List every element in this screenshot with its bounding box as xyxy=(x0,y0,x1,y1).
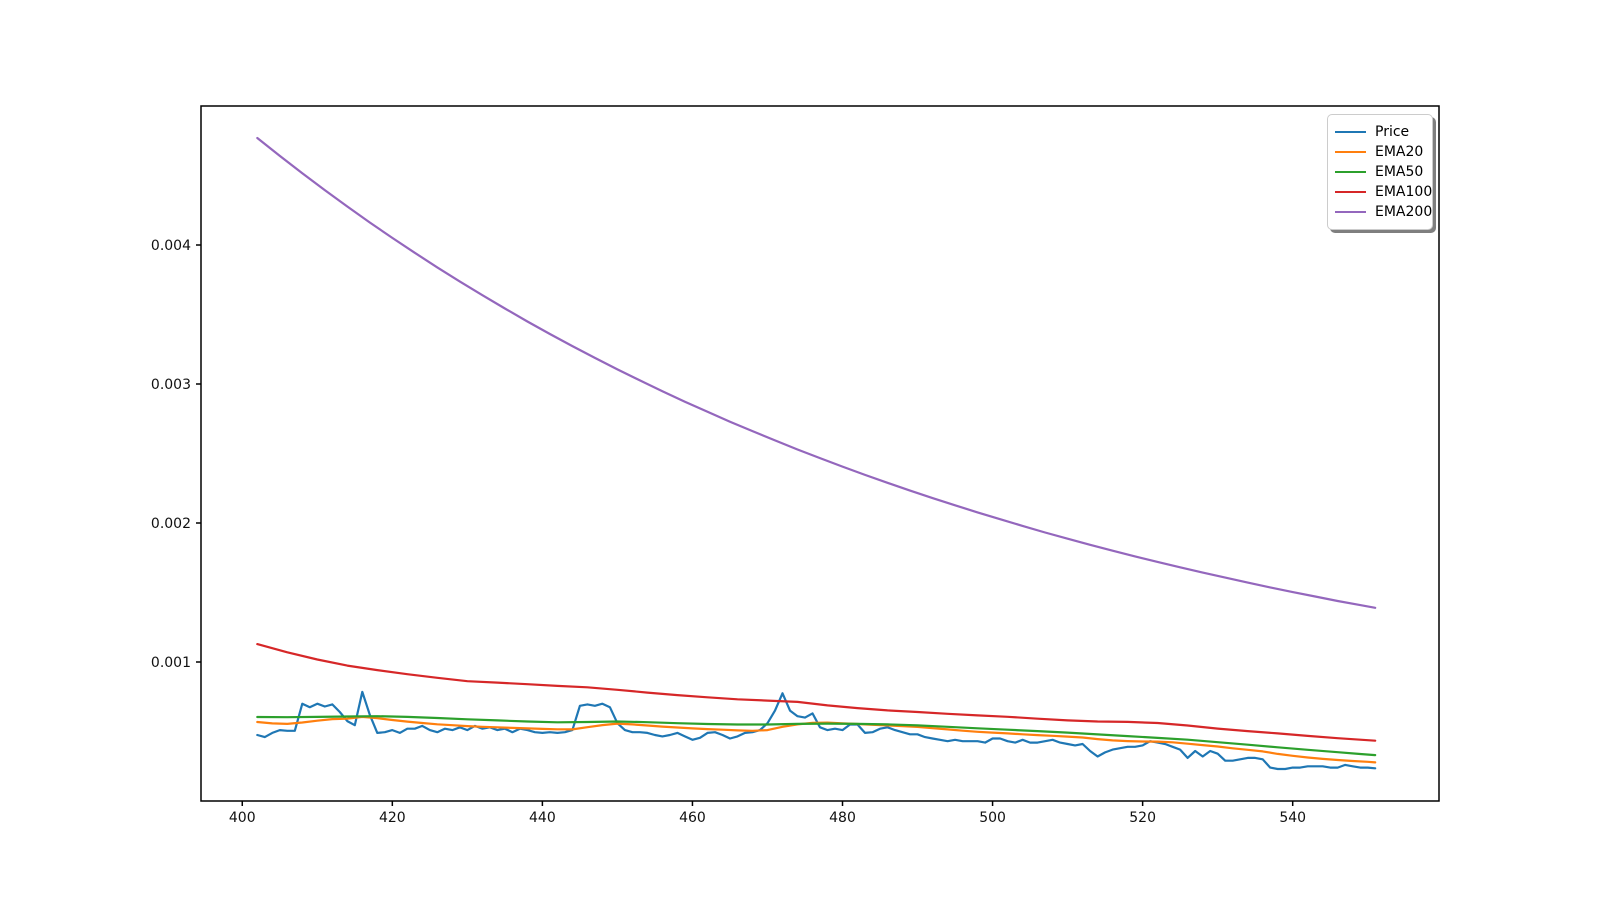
series-line-ema100 xyxy=(256,643,1377,742)
x-tick-label: 440 xyxy=(529,810,556,826)
series-line-price xyxy=(256,690,1377,771)
legend-entry: Price xyxy=(1335,122,1424,142)
x-tick-label: 460 xyxy=(679,810,706,826)
legend-line-sample xyxy=(1335,171,1366,173)
legend-entry: EMA100 xyxy=(1335,182,1432,202)
series-lines xyxy=(256,136,1377,771)
x-tick-label: 480 xyxy=(829,810,856,826)
y-tick-label: 0.001 xyxy=(151,655,191,671)
x-axis-ticks: 400 420 440 460 480 500 520 540 xyxy=(229,801,1306,826)
legend-entry: EMA50 xyxy=(1335,162,1424,182)
legend-label: EMA100 xyxy=(1375,184,1433,200)
legend-line-sample xyxy=(1335,191,1366,193)
y-tick-label: 0.003 xyxy=(151,377,191,393)
legend-label: EMA20 xyxy=(1375,144,1424,160)
legend-label: Price xyxy=(1375,124,1410,140)
legend-label: EMA200 xyxy=(1375,204,1433,220)
axes-frame xyxy=(200,105,1440,802)
series-line-ema200 xyxy=(256,136,1377,609)
y-tick-label: 0.002 xyxy=(151,516,191,532)
series-line-ema50 xyxy=(256,715,1377,757)
legend-entry: EMA20 xyxy=(1335,142,1424,162)
legend-label: EMA50 xyxy=(1375,164,1424,180)
legend-line-sample xyxy=(1335,211,1366,213)
y-tick-label: 0.004 xyxy=(151,238,191,254)
x-tick-label: 420 xyxy=(379,810,406,826)
x-tick-label: 400 xyxy=(229,810,256,826)
legend-line-sample xyxy=(1335,151,1366,153)
x-tick-label: 500 xyxy=(979,810,1006,826)
x-tick-label: 540 xyxy=(1279,810,1306,826)
legend-box: Price EMA20 EMA50 EMA100 EMA200 xyxy=(1327,114,1433,230)
x-tick-label: 520 xyxy=(1129,810,1156,826)
y-axis-ticks: 0.001 0.002 0.003 0.004 xyxy=(151,238,201,671)
legend-line-sample xyxy=(1335,131,1366,133)
legend-entry: EMA200 xyxy=(1335,202,1432,222)
